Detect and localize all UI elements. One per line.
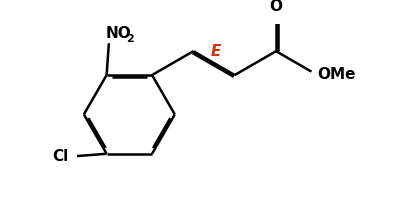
Text: E: E [211, 44, 222, 59]
Text: NO: NO [105, 26, 131, 40]
Text: OMe: OMe [317, 67, 356, 82]
Text: O: O [269, 0, 282, 14]
Text: 2: 2 [126, 34, 134, 44]
Text: Cl: Cl [53, 148, 69, 163]
